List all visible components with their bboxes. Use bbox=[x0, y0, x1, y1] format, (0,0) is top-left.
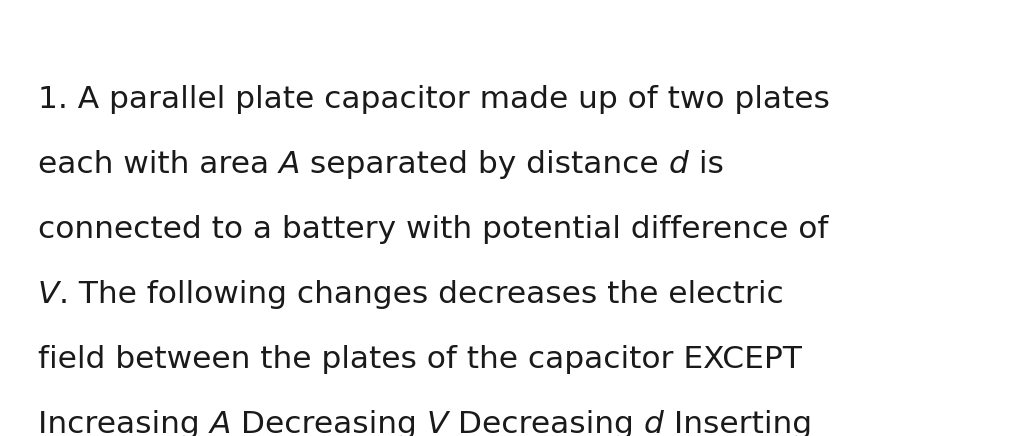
Text: Inserting: Inserting bbox=[664, 410, 812, 436]
Text: Increasing: Increasing bbox=[38, 410, 210, 436]
Text: connected to a battery with potential difference of: connected to a battery with potential di… bbox=[38, 215, 828, 244]
Text: d: d bbox=[669, 150, 689, 179]
Text: field between the plates of the capacitor EXCEPT: field between the plates of the capacito… bbox=[38, 345, 802, 374]
Text: V: V bbox=[38, 280, 59, 309]
Text: separated by distance: separated by distance bbox=[300, 150, 669, 179]
Text: is: is bbox=[689, 150, 724, 179]
Text: A: A bbox=[279, 150, 300, 179]
Text: Decreasing: Decreasing bbox=[231, 410, 427, 436]
Text: d: d bbox=[644, 410, 664, 436]
Text: V: V bbox=[427, 410, 449, 436]
Text: Decreasing: Decreasing bbox=[449, 410, 644, 436]
Text: 1. A parallel plate capacitor made up of two plates: 1. A parallel plate capacitor made up of… bbox=[38, 85, 829, 114]
Text: A: A bbox=[210, 410, 231, 436]
Text: . The following changes decreases the electric: . The following changes decreases the el… bbox=[59, 280, 784, 309]
Text: each with area: each with area bbox=[38, 150, 279, 179]
